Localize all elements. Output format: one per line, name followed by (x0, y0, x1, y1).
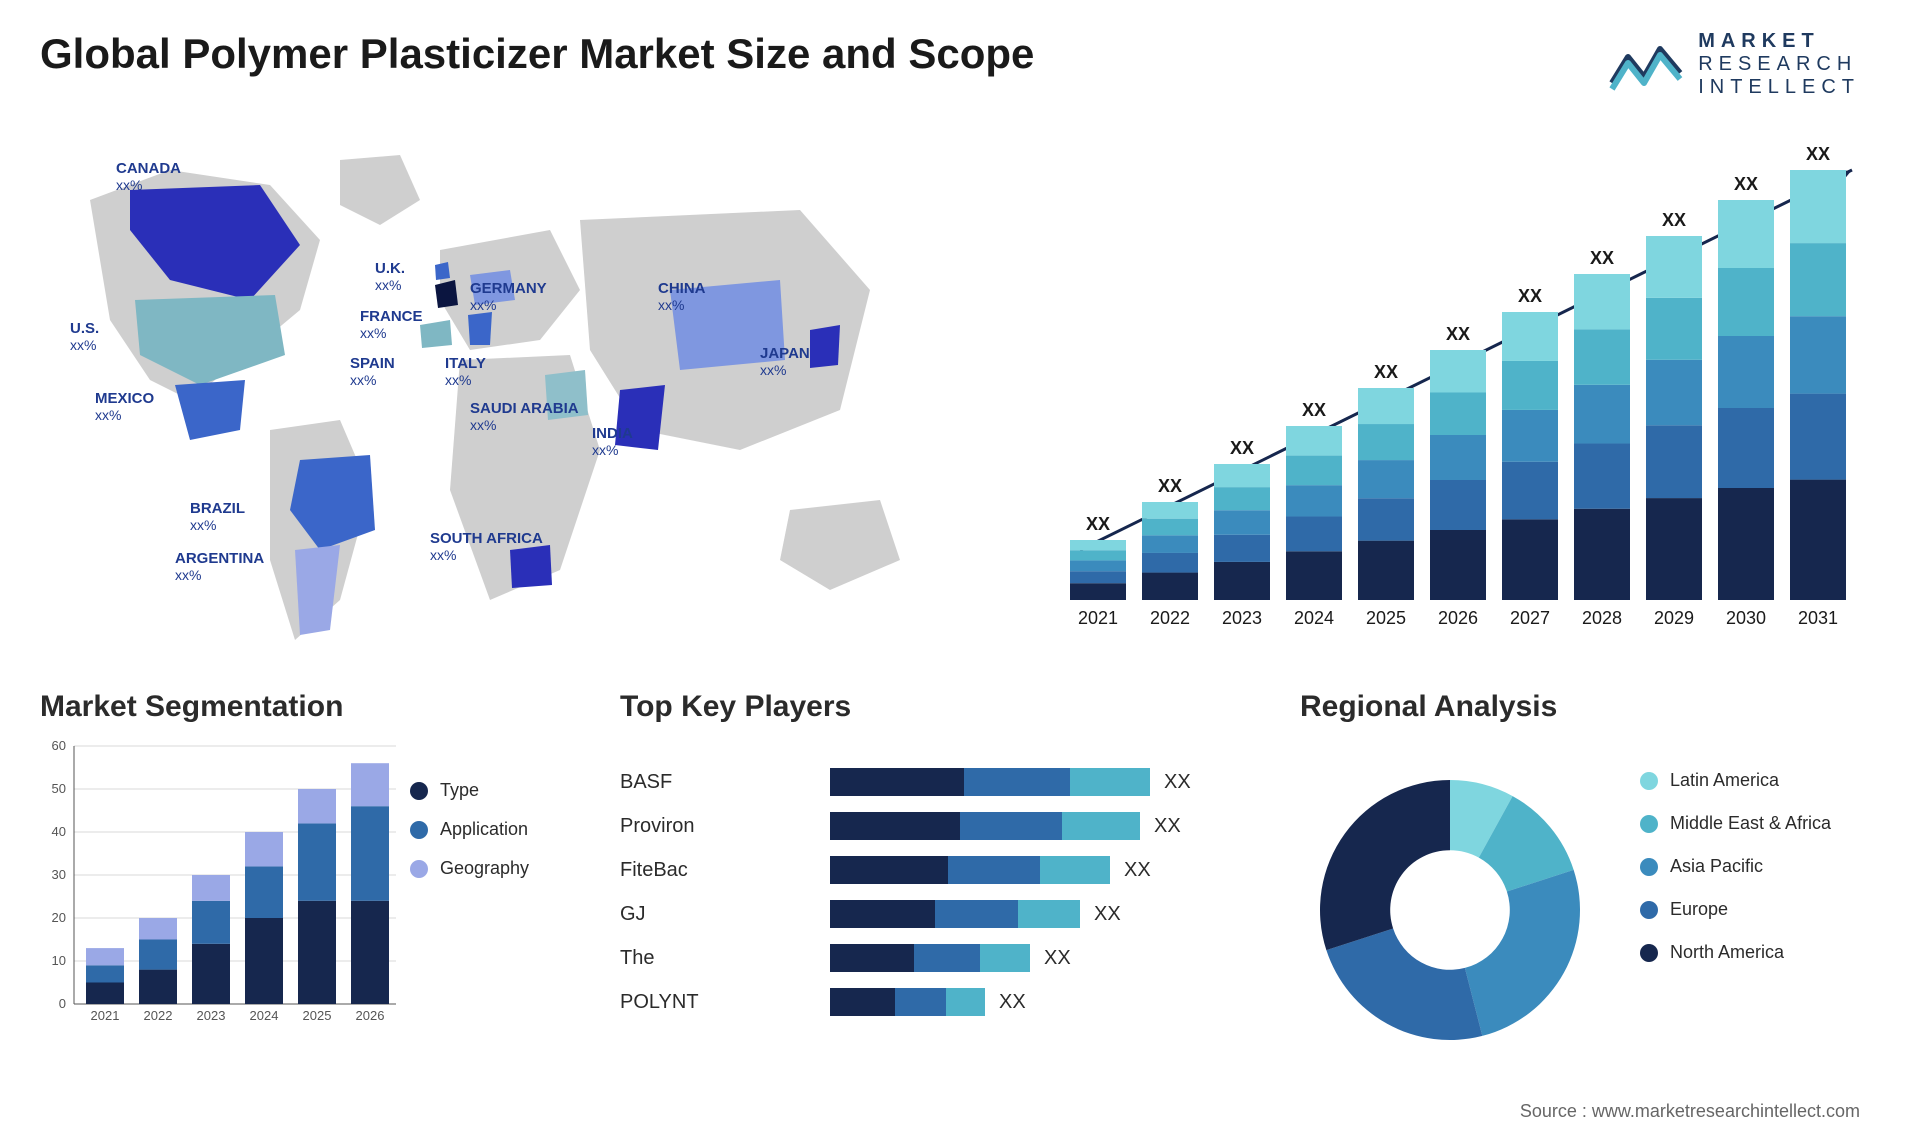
svg-text:XX: XX (1518, 286, 1542, 306)
key-player-bar: XX (830, 980, 1250, 1024)
svg-text:XX: XX (1662, 210, 1686, 230)
svg-text:XX: XX (1590, 248, 1614, 268)
logo-icon (1608, 39, 1684, 91)
svg-text:XX: XX (1302, 400, 1326, 420)
page-title: Global Polymer Plasticizer Market Size a… (40, 30, 1034, 78)
map-label-mexico: MEXICOxx% (95, 390, 154, 423)
seg-legend-item: Type (410, 780, 529, 801)
map-label-canada: CANADAxx% (116, 160, 181, 193)
svg-text:0: 0 (59, 996, 66, 1011)
svg-text:2024: 2024 (1294, 608, 1334, 628)
regional-legend-item: North America (1640, 942, 1831, 963)
svg-text:2026: 2026 (356, 1008, 385, 1023)
key-player-bar: XX (830, 760, 1250, 804)
key-player-bar: XX (830, 936, 1250, 980)
svg-text:2023: 2023 (197, 1008, 226, 1023)
map-label-saudi: SAUDI ARABIAxx% (470, 400, 579, 433)
key-player-name: The (620, 936, 699, 980)
regional-donut (1300, 760, 1600, 1060)
svg-text:2022: 2022 (1150, 608, 1190, 628)
map-label-france: FRANCExx% (360, 308, 423, 341)
key-players-title: Top Key Players (620, 690, 1220, 724)
key-player-bar: XX (830, 892, 1250, 936)
key-player-name: GJ (620, 892, 699, 936)
svg-text:XX: XX (1806, 144, 1830, 164)
growth-chart: XX 2021 XX 2022 XX 2023 XX 2024 XX 2025 XX 2026 XX 20… (1040, 140, 1860, 640)
seg-legend-item: Geography (410, 858, 529, 879)
source-label: Source : www.marketresearchintellect.com (1520, 1101, 1860, 1122)
key-player-name: FiteBac (620, 848, 699, 892)
svg-text:2023: 2023 (1222, 608, 1262, 628)
seg-legend-item: Application (410, 819, 529, 840)
svg-text:40: 40 (52, 824, 66, 839)
segmentation-chart: 0 10 20 30 40 50 60 2021 2022 2023 2024 2025 2026 (40, 738, 400, 1028)
key-player-name: Proviron (620, 804, 699, 848)
segmentation-legend: Type Application Geography (410, 780, 529, 897)
svg-text:2030: 2030 (1726, 608, 1766, 628)
svg-text:XX: XX (1374, 362, 1398, 382)
map-label-us: U.S.xx% (70, 320, 99, 353)
svg-text:2022: 2022 (144, 1008, 173, 1023)
map-label-south_africa: SOUTH AFRICAxx% (430, 530, 543, 563)
key-player-bar: XX (830, 848, 1250, 892)
key-player-name: BASF (620, 760, 699, 804)
map-label-china: CHINAxx% (658, 280, 706, 313)
map-label-india: INDIAxx% (592, 425, 633, 458)
world-map: CANADAxx% U.S.xx% MEXICOxx% BRAZILxx% ARGENT… (40, 130, 940, 660)
svg-text:XX: XX (1230, 438, 1254, 458)
svg-text:10: 10 (52, 953, 66, 968)
svg-text:2026: 2026 (1438, 608, 1478, 628)
map-label-spain: SPAINxx% (350, 355, 395, 388)
svg-text:2027: 2027 (1510, 608, 1550, 628)
svg-text:XX: XX (1734, 174, 1758, 194)
regional-legend-item: Middle East & Africa (1640, 813, 1831, 834)
svg-text:XX: XX (1158, 476, 1182, 496)
svg-text:60: 60 (52, 738, 66, 753)
map-label-germany: GERMANYxx% (470, 280, 547, 313)
logo-line2: RESEARCH (1698, 53, 1860, 76)
svg-text:30: 30 (52, 867, 66, 882)
regional-legend-item: Latin America (1640, 770, 1831, 791)
svg-text:XX: XX (1446, 324, 1470, 344)
svg-text:2029: 2029 (1654, 608, 1694, 628)
svg-text:2031: 2031 (1798, 608, 1838, 628)
regional-title: Regional Analysis (1300, 690, 1880, 724)
brand-logo: MARKET RESEARCH INTELLECT (1608, 30, 1860, 99)
regional-legend-item: Asia Pacific (1640, 856, 1831, 877)
key-player-bar: XX (830, 804, 1250, 848)
map-label-brazil: BRAZILxx% (190, 500, 245, 533)
regional-legend-item: Europe (1640, 899, 1831, 920)
logo-line1: MARKET (1698, 30, 1860, 53)
svg-text:XX: XX (1086, 514, 1110, 534)
map-label-italy: ITALYxx% (445, 355, 486, 388)
svg-text:20: 20 (52, 910, 66, 925)
svg-text:2024: 2024 (250, 1008, 279, 1023)
logo-line3: INTELLECT (1698, 76, 1860, 99)
svg-text:2025: 2025 (1366, 608, 1406, 628)
svg-text:2021: 2021 (1078, 608, 1118, 628)
key-player-name: POLYNT (620, 980, 699, 1024)
segmentation-title: Market Segmentation (40, 690, 560, 724)
svg-text:2028: 2028 (1582, 608, 1622, 628)
map-label-uk: U.K.xx% (375, 260, 405, 293)
svg-text:2025: 2025 (303, 1008, 332, 1023)
map-label-argentina: ARGENTINAxx% (175, 550, 264, 583)
key-players-names: BASFProvironFiteBacGJThePOLYNT (620, 760, 699, 1024)
key-players-chart: XXXXXXXXXXXX (830, 760, 1250, 1024)
svg-text:50: 50 (52, 781, 66, 796)
map-label-japan: JAPANxx% (760, 345, 810, 378)
regional-legend: Latin America Middle East & Africa Asia Pa… (1640, 770, 1831, 985)
svg-text:2021: 2021 (91, 1008, 120, 1023)
